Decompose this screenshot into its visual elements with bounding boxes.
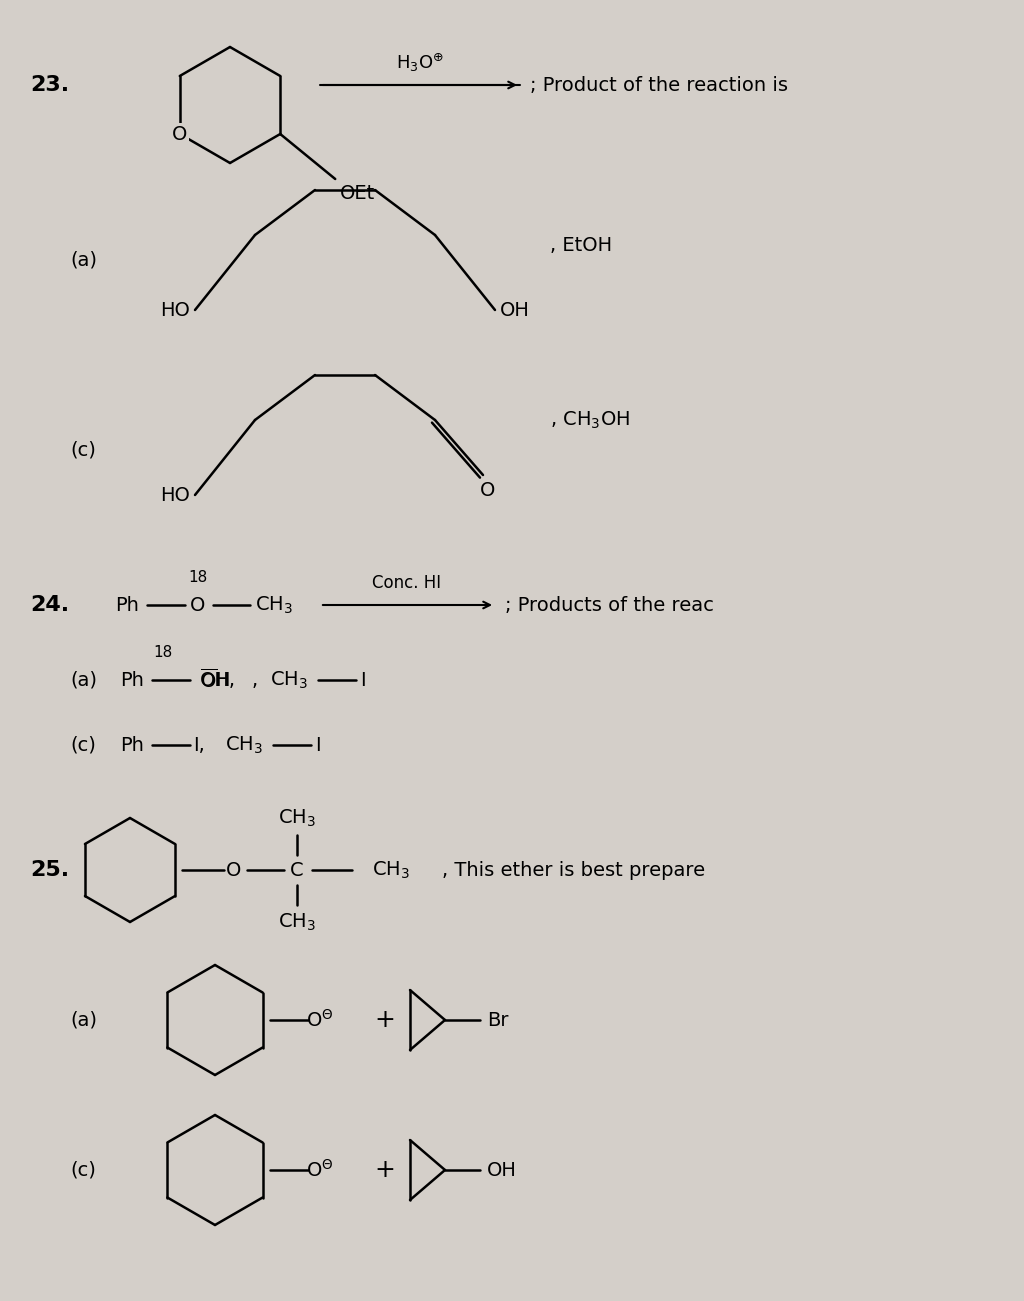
Text: C: C — [290, 860, 304, 879]
Text: OEt: OEt — [340, 183, 376, 203]
Text: (c): (c) — [70, 1160, 96, 1180]
Text: (c): (c) — [70, 735, 96, 755]
Text: 18: 18 — [154, 644, 173, 660]
Text: $\mathregular{CH_3}$: $\mathregular{CH_3}$ — [372, 860, 410, 881]
Text: OH: OH — [500, 301, 529, 320]
Text: 25.: 25. — [30, 860, 70, 879]
Text: $\mathregular{H_3O^{\oplus}}$: $\mathregular{H_3O^{\oplus}}$ — [396, 52, 444, 74]
Text: Ph: Ph — [120, 735, 144, 755]
Text: $\mathregular{CH_3}$: $\mathregular{CH_3}$ — [270, 669, 308, 691]
Text: O: O — [172, 125, 187, 143]
Text: 18: 18 — [188, 570, 208, 584]
Text: 24.: 24. — [30, 595, 70, 615]
Text: $\mathregular{CH_3}$: $\mathregular{CH_3}$ — [278, 808, 316, 829]
Text: I,: I, — [193, 735, 205, 755]
Text: +: + — [375, 1158, 395, 1183]
Text: O$^{\mathregular{\Theta}}$: O$^{\mathregular{\Theta}}$ — [306, 1010, 334, 1030]
Text: (a): (a) — [70, 670, 97, 690]
Text: OH,: OH, — [200, 670, 236, 690]
Text: Ph: Ph — [120, 670, 144, 690]
Text: , EtOH: , EtOH — [550, 235, 612, 255]
Text: I: I — [360, 670, 366, 690]
Text: (a): (a) — [70, 1011, 97, 1029]
Text: ; Products of the reac: ; Products of the reac — [505, 596, 714, 614]
Text: ,: , — [252, 670, 258, 690]
Text: O: O — [226, 860, 242, 879]
Text: ; Product of the reaction is: ; Product of the reaction is — [530, 75, 788, 95]
Text: Ph: Ph — [115, 596, 139, 614]
Text: $\mathregular{\overline{O}H}$: $\mathregular{\overline{O}H}$ — [200, 669, 230, 692]
Text: $\mathregular{CH_3}$: $\mathregular{CH_3}$ — [278, 911, 316, 933]
Text: HO: HO — [160, 485, 190, 505]
Text: HO: HO — [160, 301, 190, 320]
Text: OH: OH — [487, 1160, 517, 1180]
Text: (a): (a) — [70, 251, 97, 269]
Text: $\mathregular{CH_3}$: $\mathregular{CH_3}$ — [255, 595, 293, 615]
Text: O: O — [480, 480, 496, 500]
Text: O: O — [190, 596, 206, 614]
Text: 23.: 23. — [30, 75, 70, 95]
Text: , $\mathregular{CH_3OH}$: , $\mathregular{CH_3OH}$ — [550, 410, 630, 431]
Text: Conc. HI: Conc. HI — [373, 574, 441, 592]
Text: I: I — [315, 735, 321, 755]
Text: O$^{\mathregular{\Theta}}$: O$^{\mathregular{\Theta}}$ — [306, 1159, 334, 1181]
Text: , This ether is best prepare: , This ether is best prepare — [442, 860, 706, 879]
Text: Br: Br — [487, 1011, 509, 1029]
Text: $\mathregular{CH_3}$: $\mathregular{CH_3}$ — [225, 734, 263, 756]
Text: (c): (c) — [70, 441, 96, 459]
Text: +: + — [375, 1008, 395, 1032]
